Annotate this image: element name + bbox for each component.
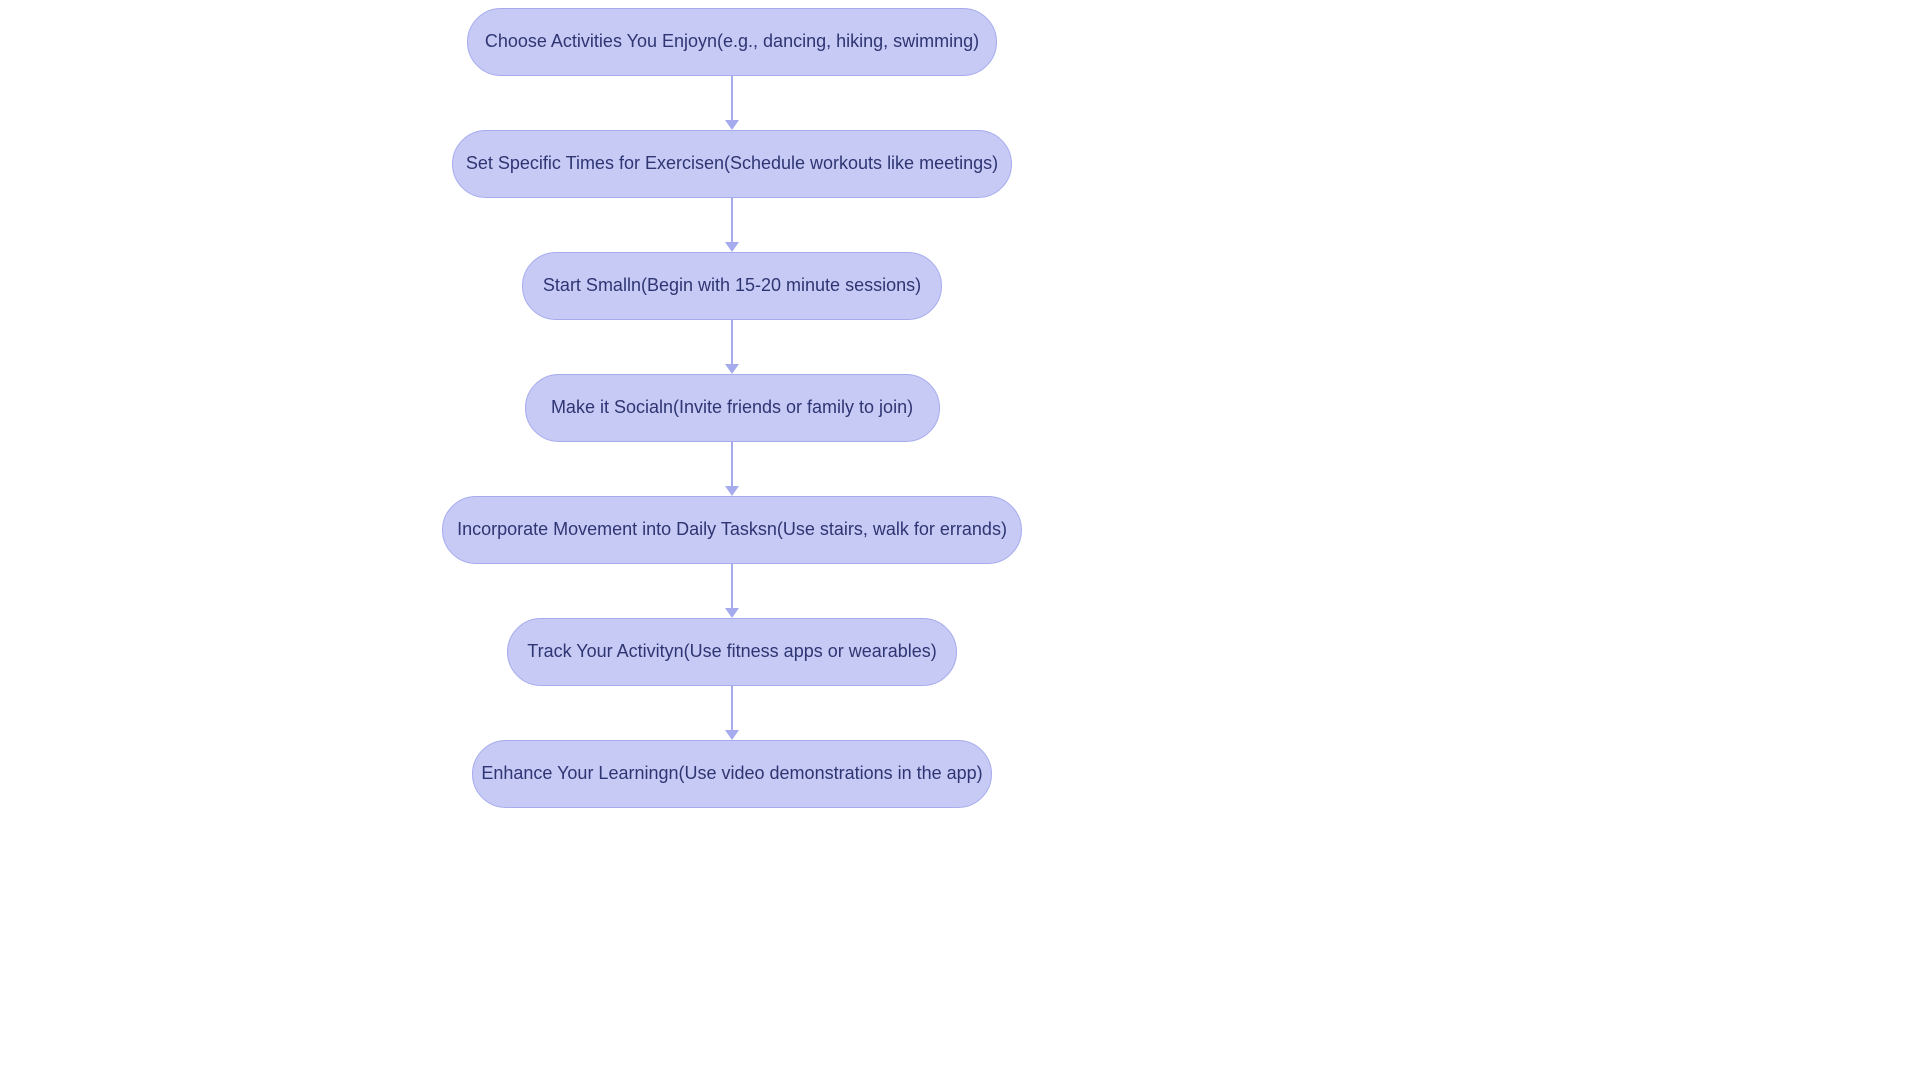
- flowchart-node-6: Enhance Your Learningn(Use video demonst…: [472, 740, 992, 808]
- flowchart-node-1: Set Specific Times for Exercisen(Schedul…: [452, 130, 1012, 198]
- flowchart-node-label: Enhance Your Learningn(Use video demonst…: [481, 762, 982, 785]
- flowchart-node-label: Start Smalln(Begin with 15-20 minute ses…: [543, 274, 921, 297]
- flowchart-container: Choose Activities You Enjoyn(e.g., danci…: [0, 0, 1920, 1083]
- flowchart-arrow-head: [725, 486, 739, 496]
- flowchart-arrow-line: [731, 686, 733, 730]
- flowchart-node-4: Incorporate Movement into Daily Tasksn(U…: [442, 496, 1022, 564]
- flowchart-arrow-head: [725, 608, 739, 618]
- flowchart-arrow-line: [731, 320, 733, 364]
- flowchart-node-3: Make it Socialn(Invite friends or family…: [525, 374, 940, 442]
- flowchart-arrow-line: [731, 442, 733, 486]
- flowchart-arrow-line: [731, 198, 733, 242]
- flowchart-node-label: Set Specific Times for Exercisen(Schedul…: [466, 152, 998, 175]
- flowchart-arrow-head: [725, 120, 739, 130]
- flowchart-arrow-line: [731, 564, 733, 608]
- flowchart-node-label: Track Your Activityn(Use fitness apps or…: [527, 640, 937, 663]
- flowchart-node-label: Choose Activities You Enjoyn(e.g., danci…: [485, 30, 979, 53]
- flowchart-node-label: Make it Socialn(Invite friends or family…: [551, 396, 913, 419]
- flowchart-node-2: Start Smalln(Begin with 15-20 minute ses…: [522, 252, 942, 320]
- flowchart-arrow-head: [725, 364, 739, 374]
- flowchart-node-label: Incorporate Movement into Daily Tasksn(U…: [457, 518, 1007, 541]
- flowchart-node-5: Track Your Activityn(Use fitness apps or…: [507, 618, 957, 686]
- flowchart-node-0: Choose Activities You Enjoyn(e.g., danci…: [467, 8, 997, 76]
- flowchart-arrow-line: [731, 76, 733, 120]
- flowchart-arrow-head: [725, 242, 739, 252]
- flowchart-arrow-head: [725, 730, 739, 740]
